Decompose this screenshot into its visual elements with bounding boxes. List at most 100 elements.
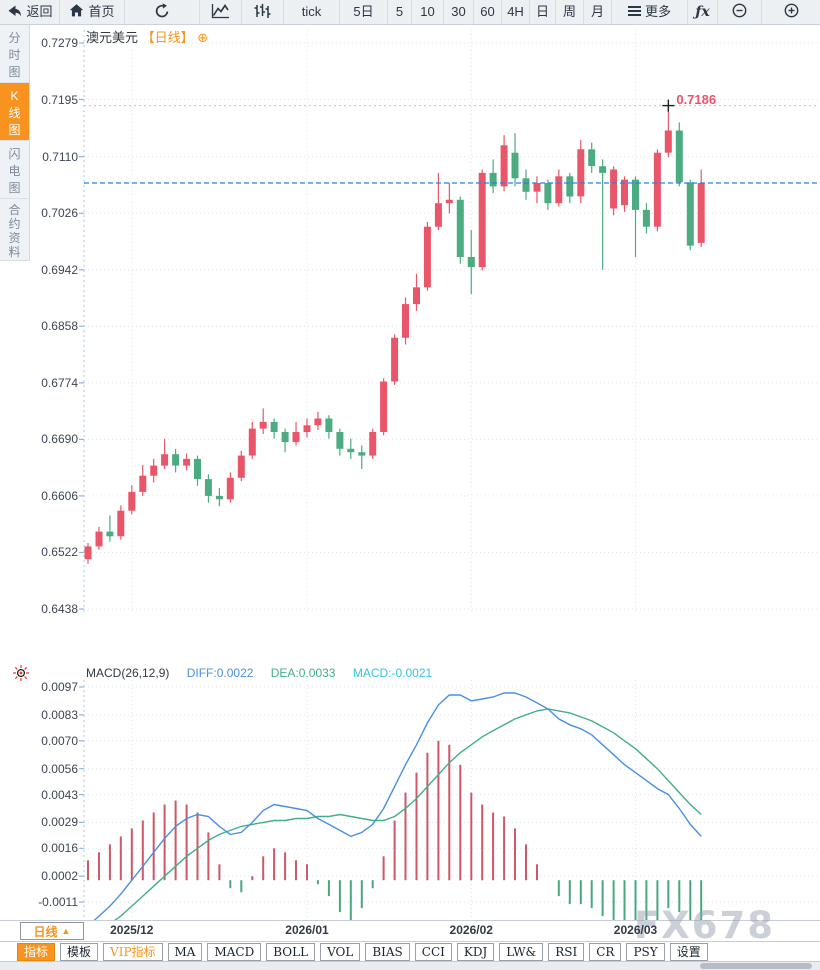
indicator-tab-macd[interactable]: MACD: [207, 942, 262, 961]
price-axis-label: 0.6522: [41, 545, 78, 560]
price-axis-label: 0.6774: [41, 375, 78, 390]
toolbar-button-candle-chart[interactable]: [242, 0, 284, 24]
horizontal-scrollbar-thumb[interactable]: [700, 963, 812, 969]
macd-macd-value: MACD:-0.0021: [352, 666, 433, 680]
macd-axis-label: 0.0097: [41, 680, 78, 694]
sidebar-tab-kline-chart[interactable]: K线图: [0, 83, 30, 141]
toolbar-button-4h[interactable]: 4H: [502, 0, 530, 24]
indicator-tab-bias[interactable]: BIAS: [365, 942, 410, 961]
toolbar-button-label: 30: [451, 4, 466, 19]
chart-title: 澳元美元 【日线】 ⊕: [86, 27, 208, 46]
toolbar-button-label: 更多: [644, 4, 671, 19]
expand-icon[interactable]: ⊕: [197, 30, 209, 45]
macd-axis-label: 0.0070: [41, 733, 78, 748]
toolbar-button-label: 4H: [507, 4, 524, 19]
toolbar-button-label: 10: [420, 4, 435, 19]
macd-axis-label: 0.0083: [41, 707, 78, 722]
toolbar-button-tick[interactable]: tick: [284, 0, 340, 24]
x-axis-row: [0, 920, 820, 941]
triangle-up-icon: ▲: [61, 926, 71, 936]
month-axis-label: 2025/12: [110, 923, 154, 937]
indicator-tab-lw&[interactable]: LW&: [499, 942, 544, 961]
toolbar-button-label: 5: [395, 4, 404, 19]
toolbar-button-back[interactable]: 返回: [0, 0, 60, 24]
macd-axis-label: 0.0029: [41, 815, 78, 830]
month-axis-label: 2026/02: [449, 923, 493, 937]
price-axis-label: 0.6606: [41, 488, 78, 503]
toolbar-button-5d[interactable]: 5日: [340, 0, 388, 24]
indicator-tab-kdj[interactable]: KDJ: [456, 942, 495, 961]
toolbar-button-fx[interactable]: ƒx: [688, 0, 718, 24]
home-icon: [69, 3, 84, 21]
indicator-tab-vol[interactable]: VOL: [320, 942, 361, 961]
toolbar-button-label: 5日: [353, 4, 374, 19]
indicator-tab-vip指标[interactable]: VIP指标: [103, 942, 163, 961]
line-chart-icon: [211, 3, 230, 22]
indicator-tab-cci[interactable]: CCI: [414, 942, 452, 961]
symbol-name: 澳元美元: [86, 30, 139, 45]
zoom-out-icon: [731, 2, 748, 22]
toolbar-button-label: 月: [590, 4, 604, 19]
refresh-icon: [154, 2, 170, 22]
toolbar-button-30[interactable]: 30: [444, 0, 474, 24]
month-axis-label: 2026/01: [285, 923, 329, 937]
toolbar-button-label: tick: [301, 4, 322, 19]
price-axis-label: 0.6690: [41, 432, 78, 447]
toolbar-button-home[interactable]: 首页: [60, 0, 125, 24]
price-axis-label: 0.6858: [41, 319, 78, 334]
toolbar-button-day[interactable]: 日: [530, 0, 556, 24]
price-axis-label: 0.6942: [41, 262, 78, 277]
toolbar-button-month[interactable]: 月: [584, 0, 612, 24]
macd-axis-label: 0.0043: [41, 787, 78, 802]
period-tag: 【日线】: [141, 30, 194, 45]
period-selector-label: 日线: [33, 924, 58, 939]
indicator-tab-indicators[interactable]: 指标: [17, 942, 56, 961]
indicator-tab-boll[interactable]: BOLL: [266, 942, 316, 961]
toolbar-button-zoom-out[interactable]: [718, 0, 762, 24]
sidebar-tab-contract-info[interactable]: 合约资料: [0, 199, 30, 261]
macd-dea-value: DEA:0.0033: [270, 666, 336, 680]
macd-header: MACD(26,12,9) DIFF:0.0022 DEA:0.0033 MAC…: [86, 666, 446, 680]
toolbar-button-label: 首页: [88, 4, 115, 19]
chart-type-sidebar: 分时图 K线图 闪电图 合约资料: [0, 25, 30, 261]
price-axis-label: 0.6438: [41, 602, 78, 616]
toolbar-button-more[interactable]: 更多: [612, 0, 688, 24]
sidebar-tab-lightning-chart[interactable]: 闪电图: [0, 141, 30, 199]
toolbar-button-line-chart[interactable]: [200, 0, 242, 24]
zoom-in-icon: [783, 2, 800, 22]
menu-icon: [627, 4, 641, 21]
bottom-scrollbar-track: [0, 962, 820, 970]
toolbar-button-zoom-in[interactable]: [762, 0, 820, 24]
toolbar-button-label: 周: [562, 4, 576, 19]
toolbar-button-10[interactable]: 10: [412, 0, 444, 24]
macd-params-label: MACD(26,12,9): [86, 666, 170, 680]
toolbar-button-week[interactable]: 周: [556, 0, 584, 24]
top-toolbar: 返回 首页 tick 5日 5 10 30 60 4H 日周月 更多 ƒx: [0, 0, 820, 25]
price-axis-label: 0.7195: [41, 92, 78, 107]
macd-axis-label: 0.0016: [41, 841, 78, 856]
toolbar-button-label: 日: [535, 4, 549, 19]
period-selector[interactable]: 日线 ▲: [20, 922, 84, 940]
macd-axis-label: 0.0002: [41, 869, 78, 884]
indicator-tab-ma[interactable]: MA: [167, 942, 203, 961]
price-axis-label: 0.7110: [42, 149, 78, 164]
macd-diff-value: DIFF:0.0022: [186, 666, 254, 680]
candlestick-icon: [254, 3, 271, 22]
macd-axis-label: -0.0011: [38, 895, 78, 910]
toolbar-button-label: ƒx: [695, 4, 710, 20]
indicator-settings-icon[interactable]: [12, 664, 30, 682]
indicator-tab-cr[interactable]: CR: [589, 942, 622, 961]
toolbar-button-5[interactable]: 5: [388, 0, 412, 24]
toolbar-button-label: 60: [480, 4, 495, 19]
indicator-tab-设置[interactable]: 设置: [669, 942, 708, 961]
indicator-tab-模板[interactable]: 模板: [60, 942, 99, 961]
indicator-tabs-bar: 指标 模板 VIP指标 MA MACD BOLL VOL BIAS CCI KDJ LW& RSI CR…: [0, 941, 820, 962]
indicator-tab-rsi[interactable]: RSI: [548, 942, 585, 961]
sidebar-tab-time-chart[interactable]: 分时图: [0, 25, 30, 83]
toolbar-button-refresh[interactable]: [125, 0, 200, 24]
toolbar-button-60[interactable]: 60: [474, 0, 502, 24]
high-price-label: 0.7186: [676, 91, 717, 107]
indicator-tab-psy[interactable]: PSY: [626, 942, 665, 961]
